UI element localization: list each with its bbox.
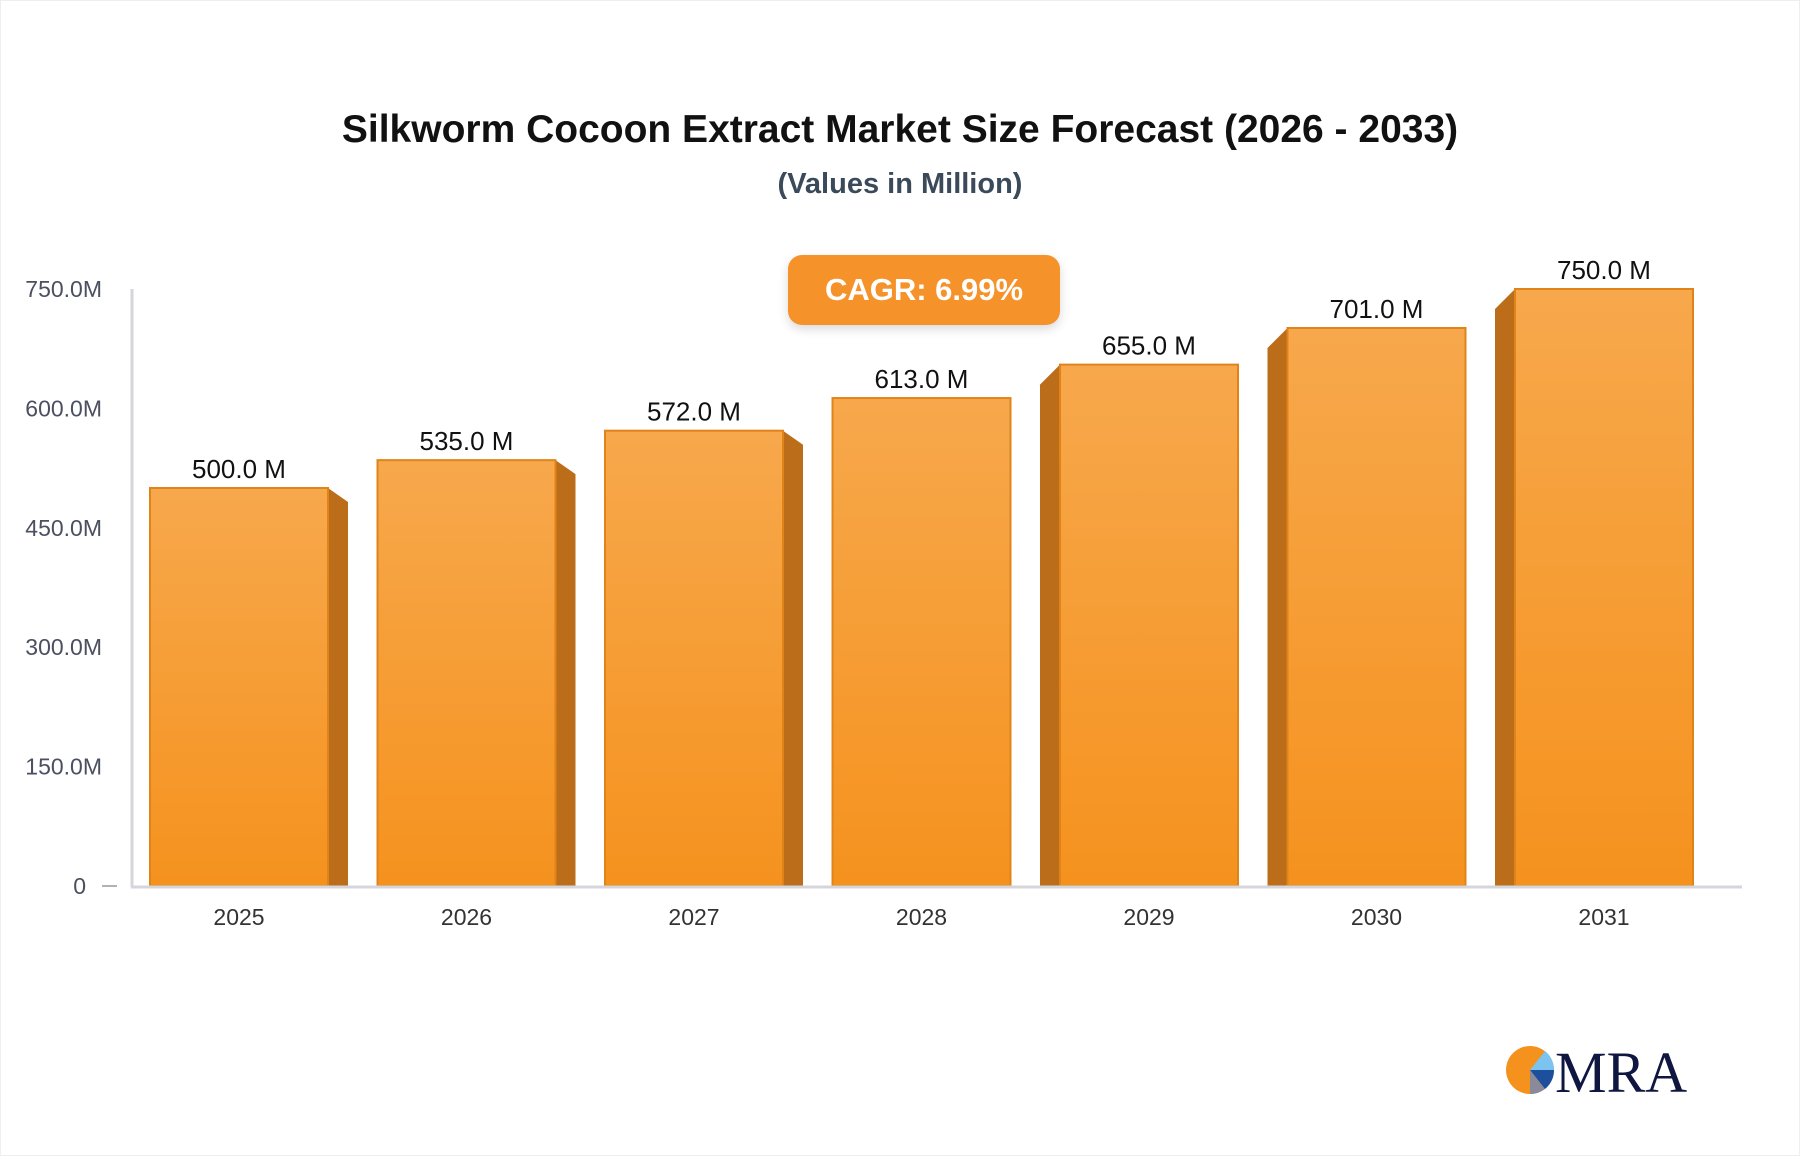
bar-front bbox=[831, 397, 1012, 887]
mra-logo: MRA bbox=[1505, 1040, 1695, 1100]
bar-2030: 701.0 M bbox=[1267, 294, 1467, 887]
data-label: 701.0 M bbox=[1330, 294, 1424, 324]
y-tick-label: 750.0M bbox=[25, 276, 102, 302]
x-tick-label: 2025 bbox=[213, 904, 264, 930]
data-label: 750.0 M bbox=[1557, 255, 1651, 285]
y-tick-label: 600.0M bbox=[25, 395, 102, 421]
bar-2027: 572.0 M bbox=[604, 397, 803, 887]
x-tick-label: 2030 bbox=[1351, 904, 1402, 930]
bar-front bbox=[1514, 288, 1694, 887]
data-label: 572.0 M bbox=[647, 397, 741, 427]
bar-front bbox=[604, 429, 784, 887]
bar-front bbox=[1286, 327, 1467, 887]
chart-title: Silkworm Cocoon Extract Market Size Fore… bbox=[341, 108, 1459, 151]
y-tick-label: 450.0M bbox=[25, 515, 102, 541]
x-tick-label: 2026 bbox=[441, 904, 492, 930]
pie-logo-icon: MRA bbox=[1506, 1040, 1687, 1100]
bar-side-face bbox=[555, 460, 576, 886]
x-tick-label: 2029 bbox=[1123, 904, 1174, 930]
bar-2025: 500.0 M bbox=[149, 454, 348, 887]
data-label: 613.0 M bbox=[875, 364, 969, 394]
y-tick-label: 0 bbox=[73, 873, 86, 899]
bar-side-face bbox=[1495, 289, 1515, 886]
bar-side-face bbox=[783, 430, 803, 886]
bar-2029: 655.0 M bbox=[1040, 331, 1239, 887]
y-tick-label: 300.0M bbox=[25, 634, 102, 660]
y-tick-label: 150.0M bbox=[25, 754, 102, 780]
bar-front bbox=[1059, 363, 1239, 887]
cagr-badge: CAGR: 6.99% bbox=[788, 255, 1060, 325]
x-tick-label: 2027 bbox=[668, 904, 719, 930]
bar-side-face bbox=[1267, 328, 1288, 886]
bar-2031: 750.0 M bbox=[1495, 255, 1694, 887]
chart-subtitle: (Values in Million) bbox=[777, 168, 1023, 200]
bar-2026: 535.0 M bbox=[376, 426, 576, 887]
bar-side-face bbox=[328, 488, 348, 886]
x-tick-label: 2028 bbox=[896, 904, 947, 930]
x-tick-label: 2031 bbox=[1578, 904, 1629, 930]
data-label: 535.0 M bbox=[420, 426, 514, 456]
bar-front bbox=[376, 459, 557, 887]
bar-front bbox=[149, 487, 329, 887]
data-label: 655.0 M bbox=[1102, 331, 1196, 361]
data-label: 500.0 M bbox=[192, 454, 286, 484]
bar-side-face bbox=[1040, 364, 1060, 886]
bar-2028: 613.0 M bbox=[831, 364, 1012, 887]
logo-text: MRA bbox=[1555, 1040, 1687, 1100]
